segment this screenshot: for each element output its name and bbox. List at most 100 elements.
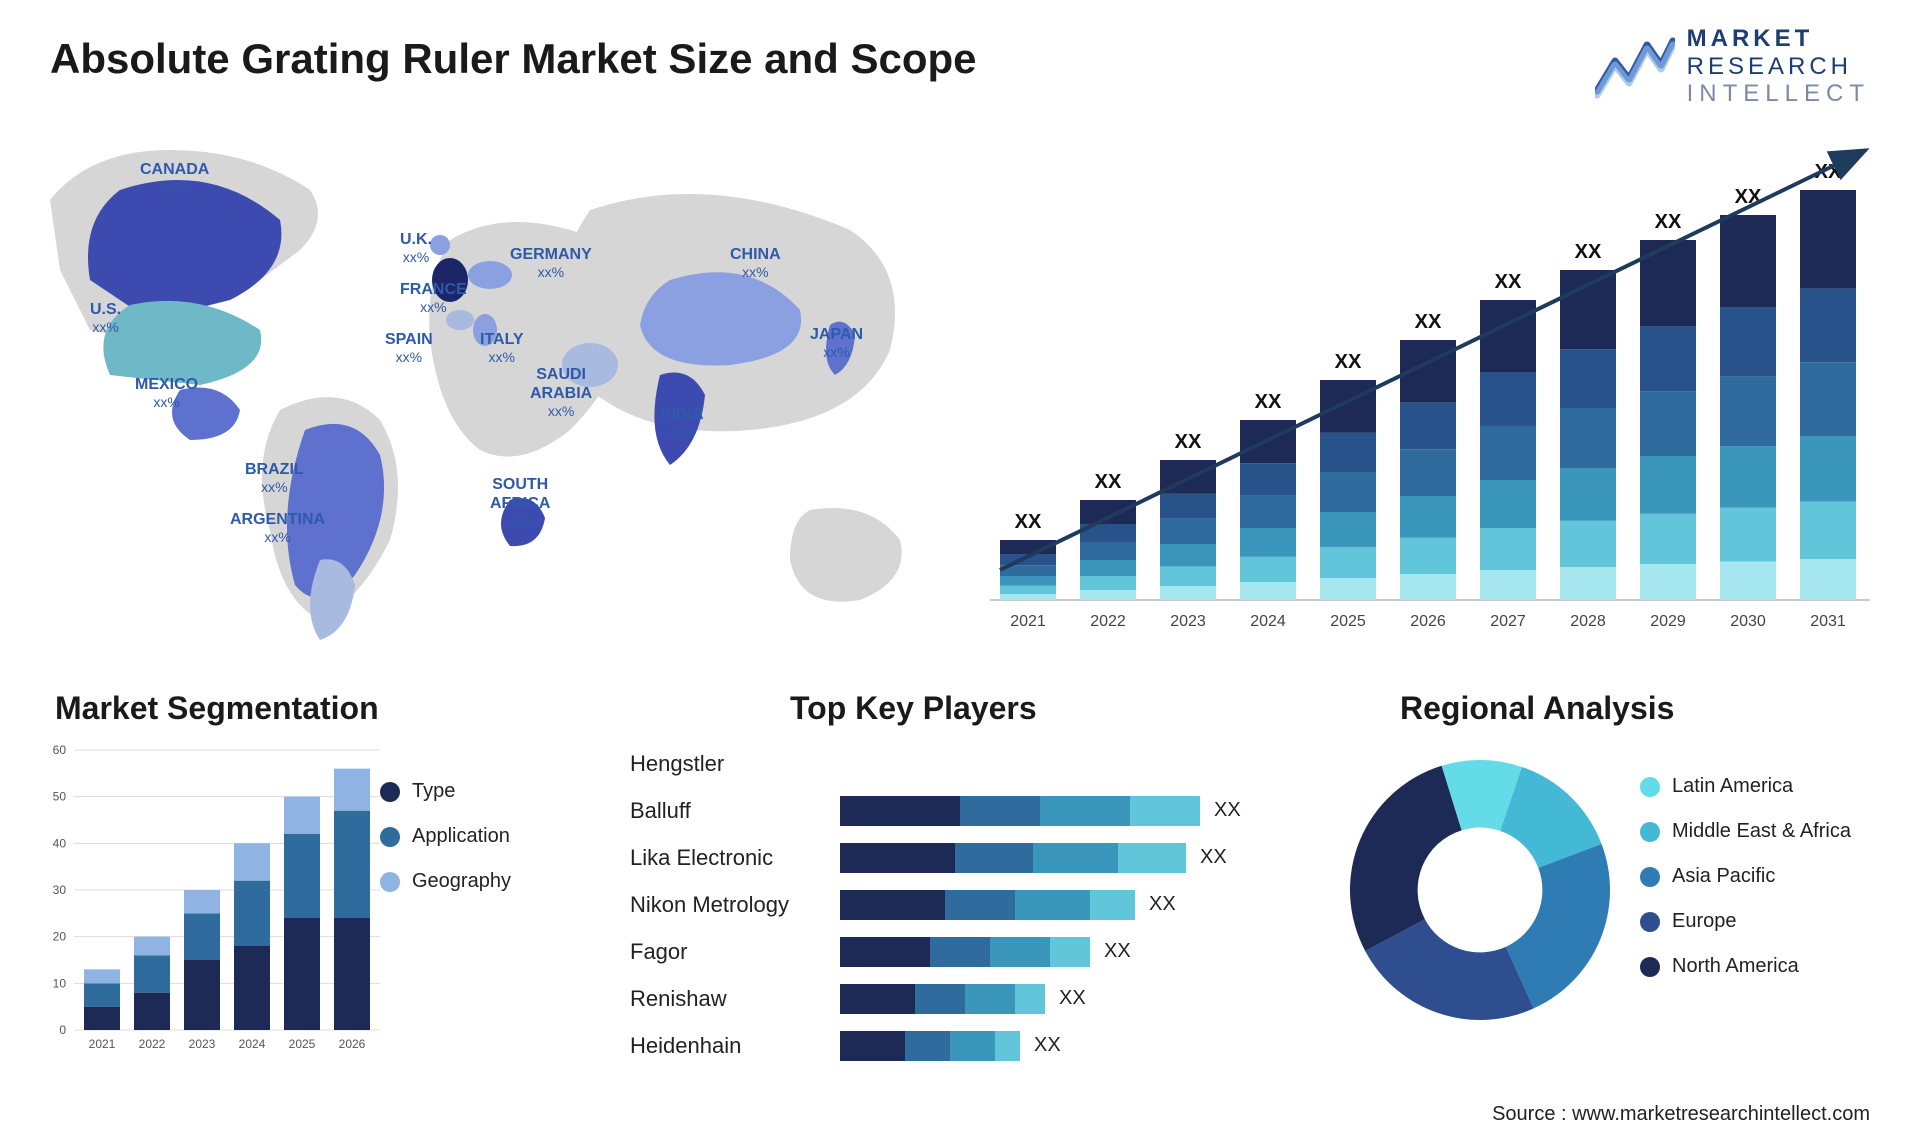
svg-text:2024: 2024 bbox=[239, 1037, 266, 1051]
segmentation-heading: Market Segmentation bbox=[55, 690, 379, 727]
map-label-india: INDIAxx% bbox=[660, 405, 704, 441]
map-label-italy: ITALYxx% bbox=[480, 330, 524, 366]
map-label-china: CHINAxx% bbox=[730, 245, 781, 281]
player-value: XX bbox=[1200, 846, 1227, 869]
regional-donut-svg bbox=[1330, 740, 1630, 1040]
svg-text:20: 20 bbox=[53, 930, 67, 944]
map-label-saudi-arabia: SAUDIARABIAxx% bbox=[530, 365, 592, 420]
map-label-south-africa: SOUTHAFRICAxx% bbox=[490, 475, 550, 530]
player-name: Nikon Metrology bbox=[630, 892, 840, 918]
player-name: Lika Electronic bbox=[630, 845, 840, 871]
svg-text:XX: XX bbox=[1655, 211, 1682, 233]
player-bar bbox=[840, 984, 1045, 1014]
player-value: XX bbox=[1059, 987, 1086, 1010]
player-bar bbox=[840, 796, 1200, 826]
region-legend-europe: Europe bbox=[1640, 910, 1851, 933]
market-size-bar-chart: XX 2021 XX 2022 XX 2023 XX 2024 XX 2025 XX 2026 XX 20… bbox=[990, 130, 1870, 660]
svg-text:2022: 2022 bbox=[1090, 613, 1126, 630]
player-row-renishaw: Renishaw XX bbox=[630, 975, 1310, 1022]
svg-text:40: 40 bbox=[53, 836, 67, 850]
player-bar bbox=[840, 843, 1186, 873]
svg-text:XX: XX bbox=[1335, 351, 1362, 373]
svg-text:2028: 2028 bbox=[1570, 613, 1606, 630]
svg-text:2026: 2026 bbox=[1410, 613, 1446, 630]
svg-text:2027: 2027 bbox=[1490, 613, 1526, 630]
map-label-mexico: MEXICOxx% bbox=[135, 375, 198, 411]
regional-heading: Regional Analysis bbox=[1400, 690, 1674, 727]
svg-text:XX: XX bbox=[1015, 511, 1042, 533]
player-name: Renishaw bbox=[630, 986, 840, 1012]
player-name: Balluff bbox=[630, 798, 840, 824]
key-players-block: HengstlerBalluffXXLika ElectronicXXNikon… bbox=[630, 740, 1310, 1080]
region-legend-north-america: North America bbox=[1640, 955, 1851, 978]
map-label-canada: CANADAxx% bbox=[140, 160, 209, 196]
player-value: XX bbox=[1034, 1034, 1061, 1057]
player-value: XX bbox=[1149, 893, 1176, 916]
brand-l3: INTELLECT bbox=[1687, 80, 1870, 108]
regional-legend: Latin America Middle East & Africa Asia Pa… bbox=[1640, 775, 1851, 1000]
svg-text:XX: XX bbox=[1255, 391, 1282, 413]
svg-text:2022: 2022 bbox=[139, 1037, 166, 1051]
svg-text:0: 0 bbox=[59, 1023, 66, 1037]
market-size-bar-svg: XX 2021 XX 2022 XX 2023 XX 2024 XX 2025 XX 2026 XX 20… bbox=[990, 130, 1870, 660]
player-row-heidenhain: Heidenhain XX bbox=[630, 1022, 1310, 1069]
svg-text:2026: 2026 bbox=[339, 1037, 366, 1051]
player-bar bbox=[840, 937, 1090, 967]
svg-text:2030: 2030 bbox=[1730, 613, 1766, 630]
svg-text:XX: XX bbox=[1735, 186, 1762, 208]
player-row-fagor: Fagor XX bbox=[630, 928, 1310, 975]
player-row-hengstler: Hengstler bbox=[630, 740, 1310, 787]
svg-text:10: 10 bbox=[53, 976, 67, 990]
segmentation-legend: Type Application Geography bbox=[380, 780, 511, 915]
svg-text:2021: 2021 bbox=[89, 1037, 116, 1051]
svg-text:2029: 2029 bbox=[1650, 613, 1686, 630]
svg-text:2021: 2021 bbox=[1010, 613, 1046, 630]
seg-legend-geography: Geography bbox=[380, 870, 511, 893]
brand-logo-icon bbox=[1595, 31, 1675, 101]
player-row-lika-electronic: Lika Electronic XX bbox=[630, 834, 1310, 881]
page-title: Absolute Grating Ruler Market Size and S… bbox=[50, 35, 977, 83]
region-legend-latin-america: Latin America bbox=[1640, 775, 1851, 798]
world-map: CANADAxx% U.S.xx% MEXICOxx% BRAZILxx% ARGENT… bbox=[30, 130, 960, 660]
map-label-argentina: ARGENTINAxx% bbox=[230, 510, 325, 546]
segmentation-svg: 0 10 20 30 40 50 60 2021 2022 2023 2024 2025 2026 bbox=[40, 740, 380, 1060]
map-label-spain: SPAINxx% bbox=[385, 330, 433, 366]
map-label-brazil: BRAZILxx% bbox=[245, 460, 304, 496]
segmentation-chart: 0 10 20 30 40 50 60 2021 2022 2023 2024 2025 2026 bbox=[40, 740, 600, 1080]
map-label-u-s-: U.S.xx% bbox=[90, 300, 121, 336]
svg-text:XX: XX bbox=[1495, 271, 1522, 293]
svg-text:2025: 2025 bbox=[1330, 613, 1366, 630]
player-row-nikon-metrology: Nikon Metrology XX bbox=[630, 881, 1310, 928]
map-label-france: FRANCExx% bbox=[400, 280, 467, 316]
map-label-germany: GERMANYxx% bbox=[510, 245, 592, 281]
svg-text:50: 50 bbox=[53, 790, 67, 804]
brand-l1: MARKET bbox=[1687, 25, 1870, 53]
player-name: Fagor bbox=[630, 939, 840, 965]
svg-text:2031: 2031 bbox=[1810, 613, 1846, 630]
player-value: XX bbox=[1214, 799, 1241, 822]
seg-legend-application: Application bbox=[380, 825, 511, 848]
svg-text:2023: 2023 bbox=[1170, 613, 1206, 630]
brand-l2: RESEARCH bbox=[1687, 53, 1870, 81]
seg-legend-type: Type bbox=[380, 780, 511, 803]
brand-logo: MARKET RESEARCH INTELLECT bbox=[1595, 25, 1870, 108]
player-bar bbox=[840, 1031, 1020, 1061]
svg-text:2025: 2025 bbox=[289, 1037, 316, 1051]
map-label-japan: JAPANxx% bbox=[810, 325, 863, 361]
svg-text:60: 60 bbox=[53, 743, 67, 757]
svg-text:30: 30 bbox=[53, 883, 67, 897]
svg-text:XX: XX bbox=[1575, 241, 1602, 263]
svg-text:2023: 2023 bbox=[189, 1037, 216, 1051]
region-legend-asia-pacific: Asia Pacific bbox=[1640, 865, 1851, 888]
player-name: Hengstler bbox=[630, 751, 840, 777]
player-bar bbox=[840, 890, 1135, 920]
player-value: XX bbox=[1104, 940, 1131, 963]
player-name: Heidenhain bbox=[630, 1033, 840, 1059]
svg-text:XX: XX bbox=[1415, 311, 1442, 333]
svg-text:2024: 2024 bbox=[1250, 613, 1286, 630]
region-legend-middle-east-africa: Middle East & Africa bbox=[1640, 820, 1851, 843]
players-heading: Top Key Players bbox=[790, 690, 1037, 727]
svg-text:XX: XX bbox=[1095, 471, 1122, 493]
source-line: Source : www.marketresearchintellect.com bbox=[1492, 1103, 1870, 1126]
svg-text:XX: XX bbox=[1175, 431, 1202, 453]
